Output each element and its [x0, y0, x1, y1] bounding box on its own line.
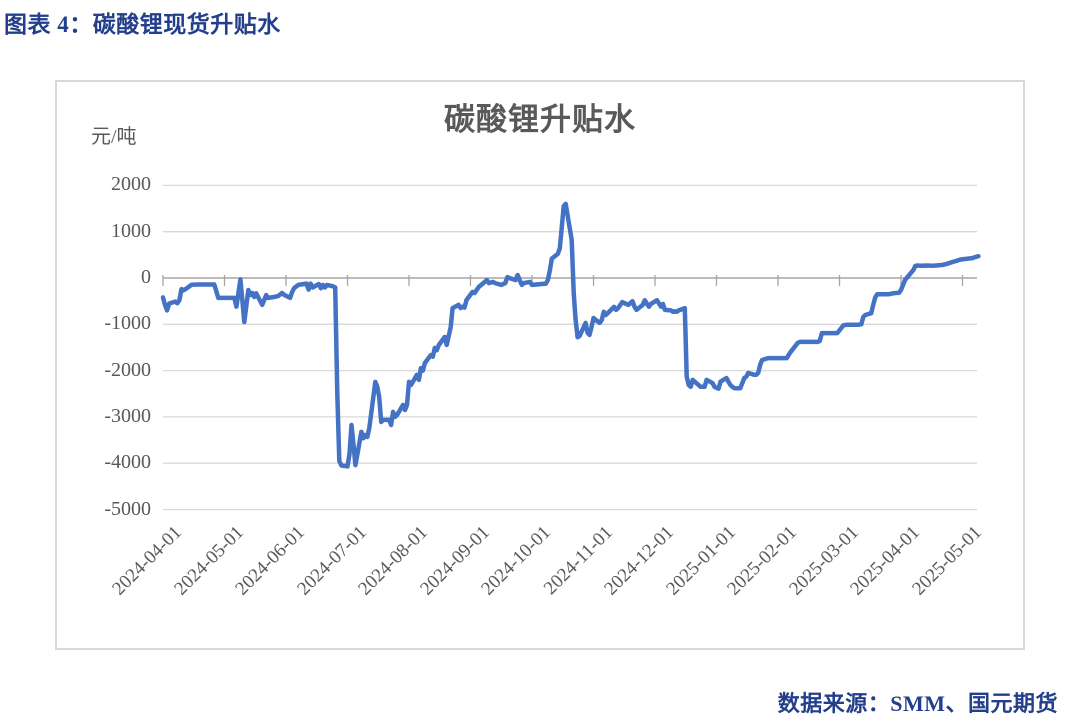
- y-tick-label: 1000: [111, 219, 151, 242]
- figure-caption: 图表 4：碳酸锂现货升贴水: [4, 12, 281, 37]
- y-tick-label: -4000: [104, 451, 151, 474]
- y-tick-label: -1000: [104, 312, 151, 335]
- plot-svg: [160, 184, 981, 511]
- chart-title: 碳酸锂升贴水: [444, 102, 636, 137]
- y-tick-label: -5000: [104, 497, 151, 520]
- y-tick-label: -3000: [104, 404, 151, 427]
- y-axis-unit-label: 元/吨: [91, 126, 137, 148]
- y-tick-label: 2000: [111, 173, 151, 196]
- series-line: [160, 201, 981, 469]
- data-source: 数据来源：SMM、国元期货: [777, 691, 1058, 716]
- y-tick-label: 0: [141, 266, 151, 288]
- chart-container: 碳酸锂升贴水 元/吨 2000 1000 0 -1000 -2000 -3000 -4000…: [55, 80, 1025, 650]
- y-tick-label: -2000: [104, 358, 151, 381]
